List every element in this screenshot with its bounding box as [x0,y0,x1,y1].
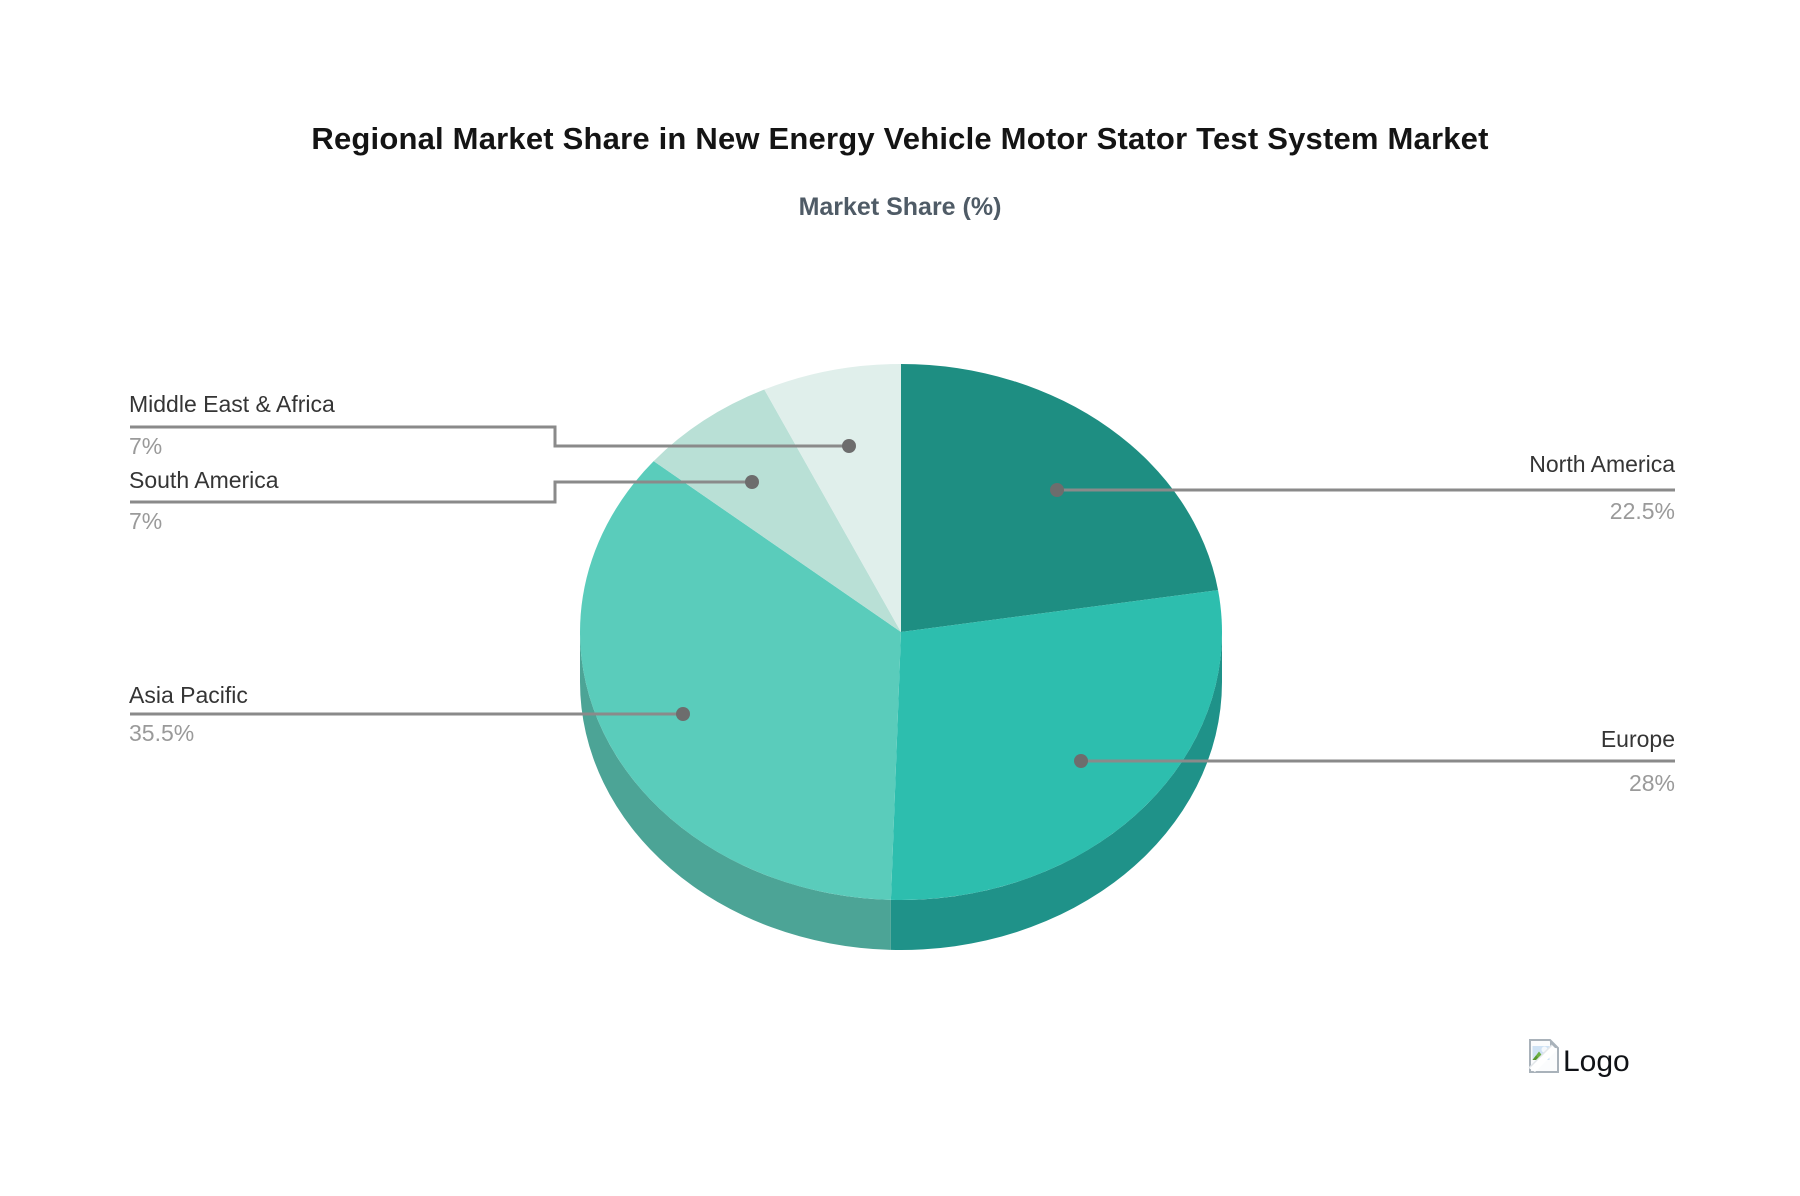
callout-dot-3 [745,475,759,489]
callout-dot-1 [1074,754,1088,768]
slice-name: South America [129,467,279,493]
pie-slice-2[interactable] [579,461,901,900]
value-north-america: 22.5% [1609,498,1675,525]
slice-value: 35.5% [129,720,195,746]
pie-slice-3[interactable] [653,389,901,632]
slice-name: North America [1529,451,1675,477]
broken-image-icon [1528,1039,1559,1073]
slice-value: 28% [1628,770,1675,796]
value-south-america: 7% [129,508,163,535]
value-asia-pacific: 35.5% [129,720,195,747]
slice-value: 7% [129,508,163,534]
pie-slice-4[interactable] [764,364,901,632]
logo-watermark: Logo [1526,1038,1630,1077]
callout-dot-2 [676,707,690,721]
label-europe: Europe [1600,726,1675,753]
callout-dot-4 [842,439,856,453]
value-middle-east-africa: 7% [129,433,163,460]
callout-dot-0 [1050,483,1064,497]
label-south-america: South America [129,467,279,494]
logo-alt-text: Logo [1563,1045,1630,1078]
chart-subtitle: Market Share (%) [798,193,1002,221]
callout-line-4 [130,425,849,448]
value-europe: 28% [1628,770,1675,797]
slice-value: 22.5% [1609,498,1675,524]
label-asia-pacific: Asia Pacific [129,682,248,709]
chart-title: Regional Market Share in New Energy Vehi… [311,121,1489,156]
callout-line-3 [130,480,752,504]
slice-name: Asia Pacific [129,682,248,708]
slice-value: 7% [129,433,163,459]
pie-slice-side-1 [890,632,1222,950]
slice-name: Middle East & Africa [129,391,335,417]
label-north-america: North America [1529,451,1675,478]
pie-slice-0[interactable] [901,364,1219,632]
slice-name: Europe [1600,726,1675,752]
label-middle-east-africa: Middle East & Africa [129,391,335,418]
pie-slice-side-2 [580,632,891,950]
pie-slice-1[interactable] [890,590,1223,900]
